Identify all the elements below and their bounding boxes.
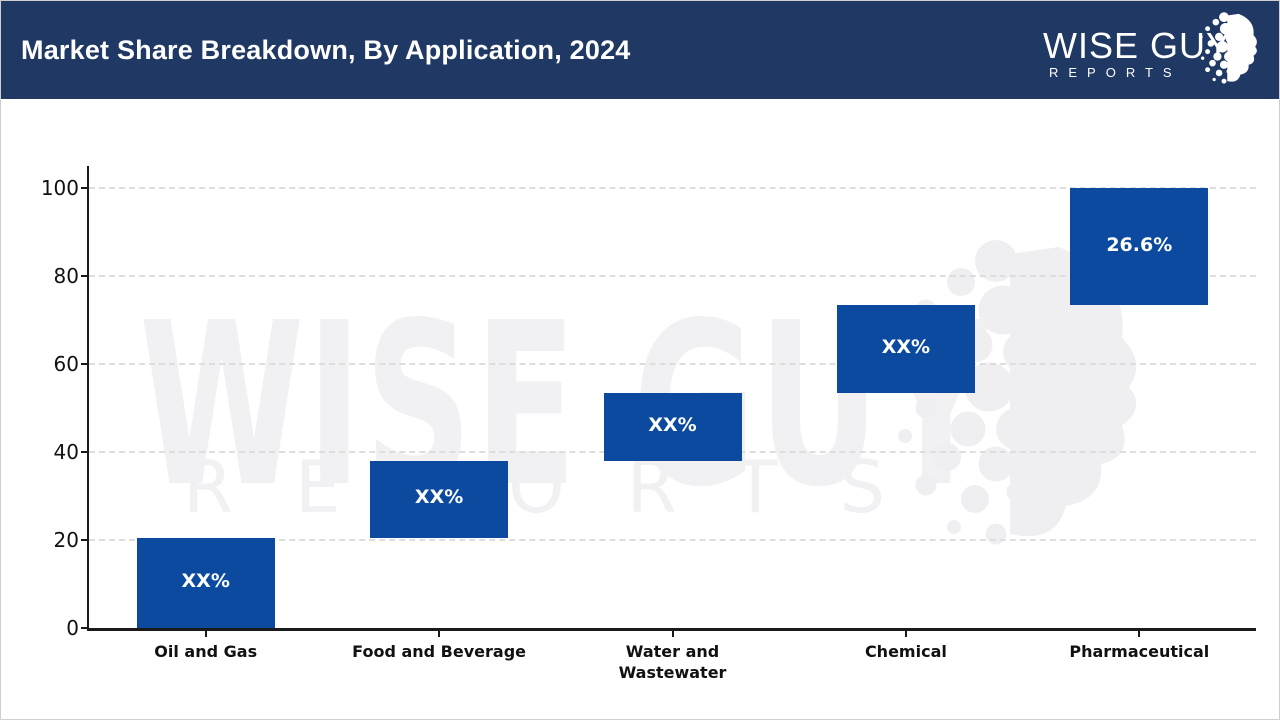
- y-tick-mark: [81, 363, 89, 365]
- bar-value-label: 26.6%: [1106, 233, 1173, 256]
- bar-value-label: XX%: [881, 336, 931, 359]
- y-axis-line: [87, 166, 89, 631]
- bar-chemical: XX%: [836, 305, 975, 394]
- logo-dotted-head-icon: [1199, 12, 1257, 84]
- logo-brand-text: WISE GUY: [1043, 25, 1232, 66]
- x-tick-label-3: Water and Wastewater: [618, 642, 727, 682]
- x-tick-label-5: Pharmaceutical: [1069, 642, 1210, 661]
- y-tick-label: 80: [53, 264, 79, 288]
- y-tick-mark: [81, 627, 89, 629]
- grid-line: [89, 539, 1256, 541]
- header-bar: Market Share Breakdown, By Application, …: [1, 1, 1279, 99]
- x-tick-mark: [904, 630, 907, 637]
- y-tick-label: 100: [40, 176, 79, 200]
- grid-line: [89, 187, 1256, 189]
- grid-line: [89, 363, 1256, 365]
- x-tick-label-2: Food and Beverage: [352, 642, 526, 661]
- y-tick-label: 40: [53, 440, 79, 464]
- x-tick-mark: [671, 630, 674, 637]
- y-tick-label: 20: [53, 528, 79, 552]
- bar-value-label: XX%: [181, 569, 230, 592]
- y-tick-mark: [81, 187, 89, 189]
- y-tick-mark: [81, 451, 89, 453]
- y-tick-label: 60: [53, 352, 79, 376]
- watermark-sub-text: REPORTS: [183, 445, 948, 529]
- x-axis-line: [87, 628, 1256, 631]
- y-tick-mark: [81, 539, 89, 541]
- x-tick-mark: [204, 630, 207, 637]
- x-tick-label-1: Oil and Gas: [154, 642, 258, 661]
- logo-sub-text: REPORTS: [1049, 65, 1182, 80]
- x-tick-mark: [1138, 630, 1141, 637]
- grid-line: [89, 275, 1256, 277]
- bar-oil-and-gas: XX%: [136, 537, 275, 628]
- x-tick-label-4: Chemical: [864, 642, 947, 661]
- bar-value-label: XX%: [414, 486, 464, 509]
- bar-food-and-beverage: XX%: [370, 460, 509, 538]
- page-title: Market Share Breakdown, By Application, …: [21, 35, 631, 65]
- y-tick-label: 0: [66, 616, 79, 640]
- brand-logo: WISE GUY REPORTS: [1015, 7, 1265, 93]
- y-tick-mark: [81, 275, 89, 277]
- bar-pharmaceutical: 26.6%: [1070, 188, 1209, 306]
- bar-value-label: XX%: [648, 413, 697, 436]
- bar-water-and-wastewater: XX%: [603, 393, 742, 461]
- x-tick-mark: [438, 630, 441, 637]
